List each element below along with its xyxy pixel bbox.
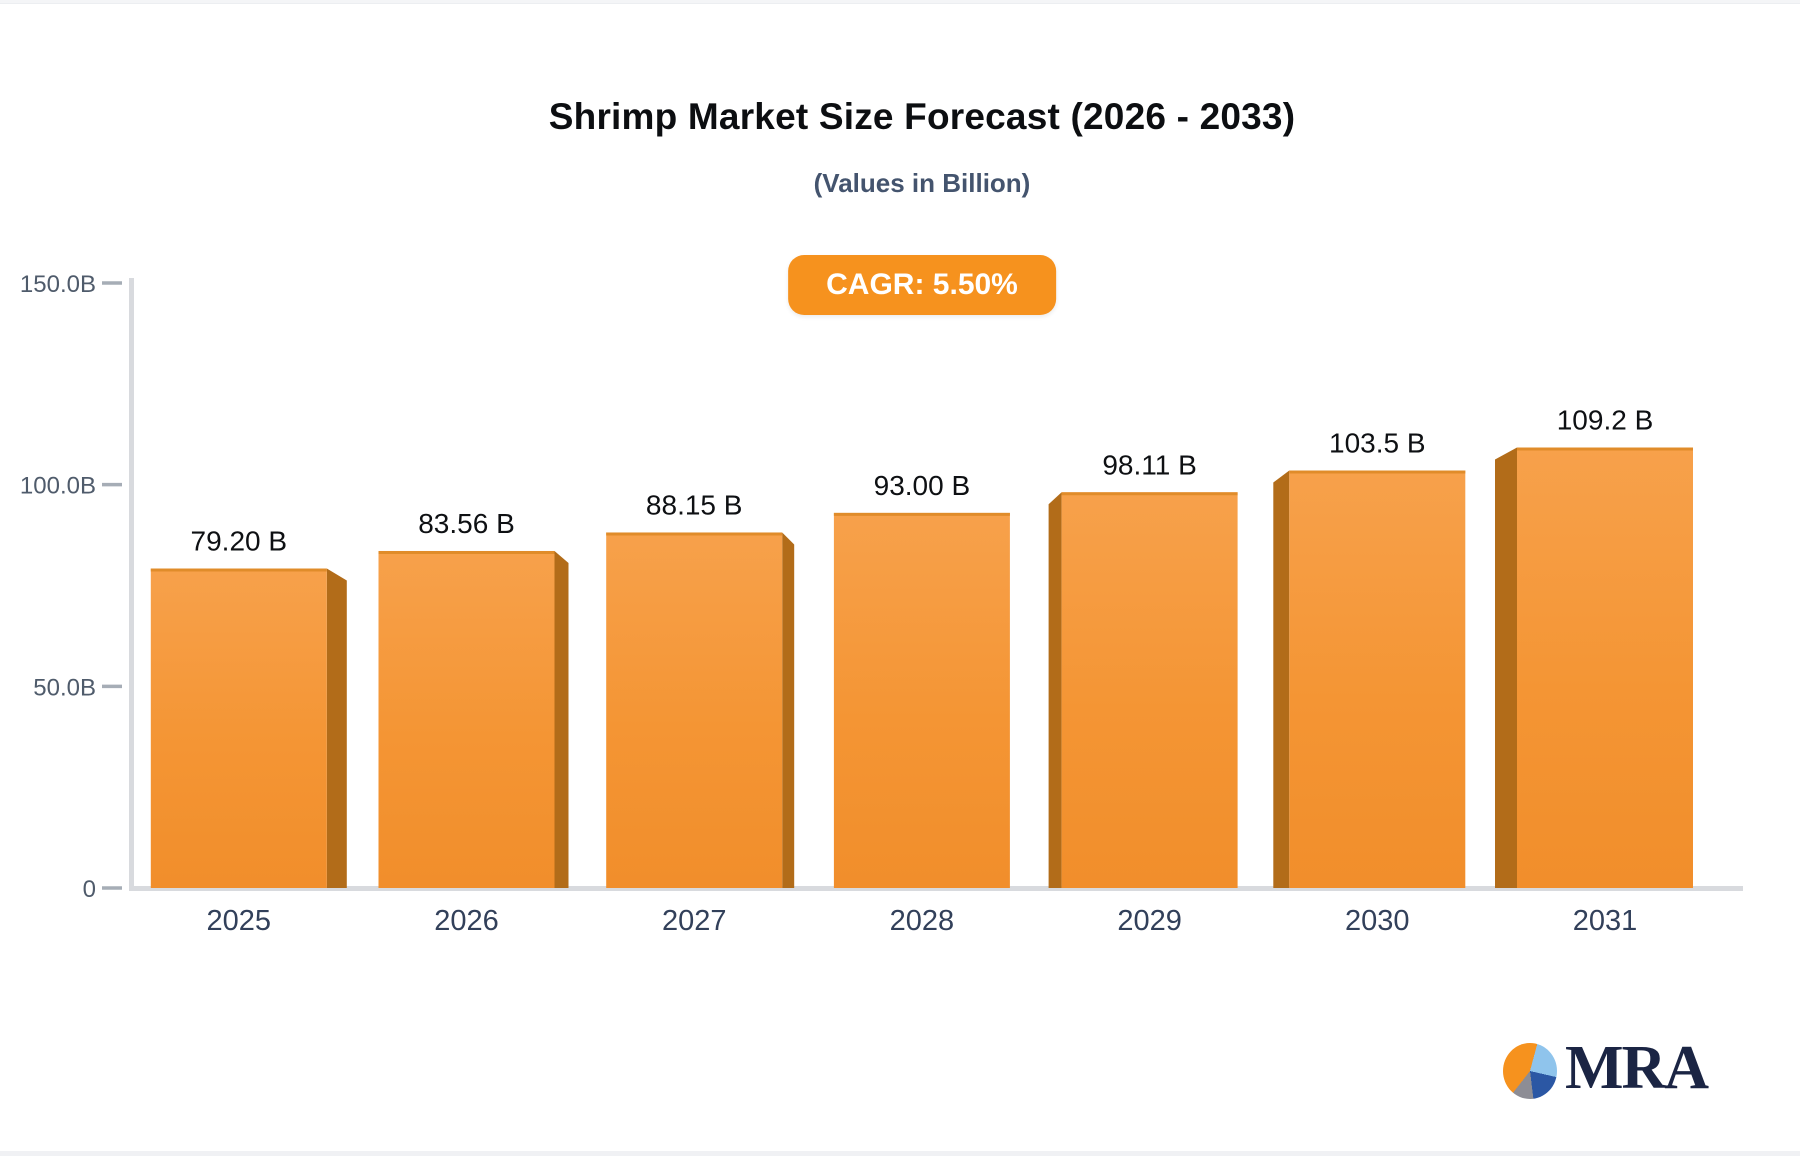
bar-2030: 103.5 B 2030 [1273, 428, 1466, 937]
bar-2026: 83.56 B 2026 [378, 508, 569, 937]
bar-face [378, 550, 555, 888]
brand-logo: MRA [1503, 1034, 1709, 1102]
bar-value-label: 83.56 B [418, 508, 515, 539]
bar-2028: 93.00 B 2028 [833, 470, 1010, 937]
bar-2029: 98.11 B 2029 [1048, 449, 1238, 937]
bar-value-label: 88.15 B [646, 489, 743, 520]
x-category-label: 2025 [207, 905, 272, 937]
y-tick-label: 150.0B [20, 271, 96, 298]
bar-2031: 109.2 B 2031 [1495, 405, 1693, 937]
bar-value-label: 79.20 B [191, 526, 288, 557]
bar-3d-side [1048, 492, 1062, 888]
bar-value-label: 109.2 B [1557, 405, 1654, 436]
bar-2027: 88.15 B 2027 [606, 489, 795, 937]
y-tick-label: 50.0B [33, 674, 96, 701]
bar-value-label: 103.5 B [1329, 428, 1426, 459]
chart-subtitle: (Values in Billion) [813, 168, 1031, 198]
bottom-edge-strip [0, 1151, 1800, 1156]
x-category-label: 2029 [1117, 905, 1182, 937]
bar-face [606, 532, 783, 888]
cagr-badge: CAGR: 5.50% [788, 255, 1056, 315]
bar-value-label: 98.11 B [1102, 449, 1196, 480]
y-tick-label: 100.0B [20, 473, 96, 500]
x-category-label: 2031 [1573, 905, 1638, 937]
x-category-label: 2027 [662, 905, 727, 937]
bar-face [150, 568, 327, 888]
pie-chart-logo-icon [1503, 1043, 1557, 1099]
brand-logo-text: MRA [1565, 1034, 1709, 1102]
bar-2025: 79.20 B 2025 [150, 526, 347, 937]
bar-face [833, 512, 1010, 888]
bar-face [1061, 492, 1238, 888]
x-category-label: 2026 [434, 905, 499, 937]
bar-3d-side [554, 550, 569, 888]
bar-value-label: 93.00 B [874, 470, 971, 501]
bar-3d-side [1273, 470, 1290, 888]
bar-3d-side [782, 532, 795, 888]
x-category-label: 2028 [890, 905, 955, 937]
y-tick-label: 0 [83, 876, 96, 903]
bar-3d-side [1495, 447, 1517, 888]
bar-face [1517, 447, 1693, 888]
x-category-label: 2030 [1345, 905, 1410, 937]
top-edge-strip [0, 0, 1800, 4]
chart-title: Shrimp Market Size Forecast (2026 - 2033… [548, 96, 1296, 137]
bar-3d-side [326, 568, 347, 888]
bar-face [1289, 470, 1466, 888]
